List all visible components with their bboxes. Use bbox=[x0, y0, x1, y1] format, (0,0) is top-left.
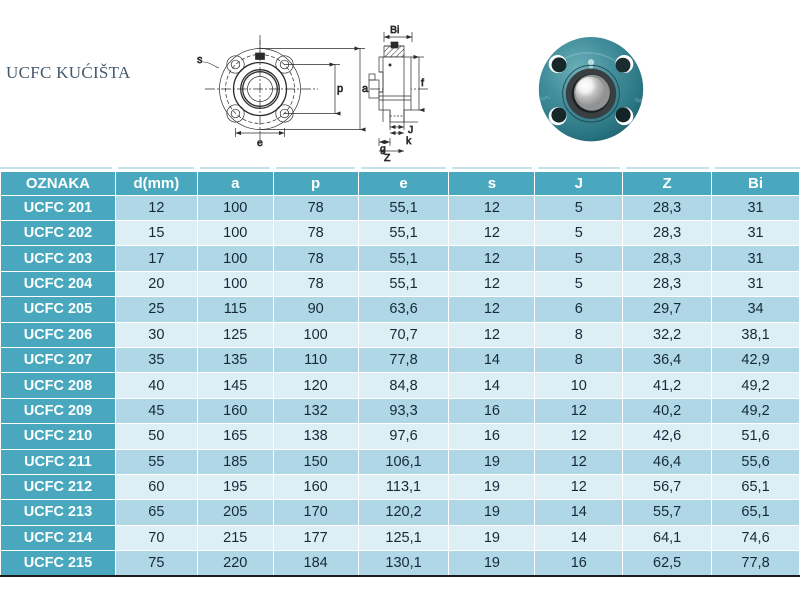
svg-text:e: e bbox=[257, 137, 263, 149]
svg-text:Z: Z bbox=[384, 152, 391, 164]
svg-text:Bi: Bi bbox=[390, 24, 399, 36]
svg-text:p: p bbox=[337, 83, 343, 95]
svg-text:k: k bbox=[406, 135, 412, 147]
svg-text:s: s bbox=[197, 54, 203, 66]
svg-text:f: f bbox=[421, 77, 424, 89]
svg-text:a: a bbox=[362, 83, 369, 95]
